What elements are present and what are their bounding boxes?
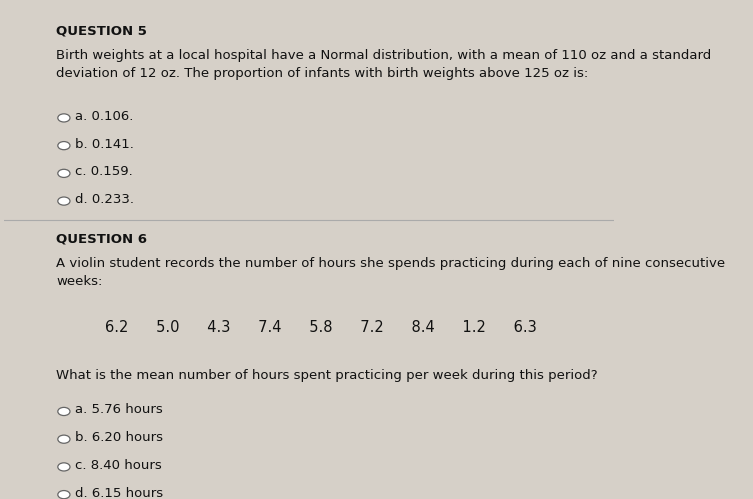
Text: A violin student records the number of hours she spends practicing during each o: A violin student records the number of h…: [56, 257, 725, 288]
Circle shape: [58, 142, 70, 150]
Text: 6.2      5.0      4.3      7.4      5.8      7.2      8.4      1.2      6.3: 6.2 5.0 4.3 7.4 5.8 7.2 8.4 1.2 6.3: [105, 320, 536, 335]
Text: d. 0.233.: d. 0.233.: [75, 193, 135, 206]
Text: QUESTION 5: QUESTION 5: [56, 24, 147, 37]
Text: d. 6.15 hours: d. 6.15 hours: [75, 487, 163, 499]
Text: b. 6.20 hours: b. 6.20 hours: [75, 431, 163, 444]
Text: Birth weights at a local hospital have a Normal distribution, with a mean of 110: Birth weights at a local hospital have a…: [56, 49, 712, 80]
Circle shape: [58, 435, 70, 443]
Text: What is the mean number of hours spent practicing per week during this period?: What is the mean number of hours spent p…: [56, 369, 598, 382]
Text: c. 0.159.: c. 0.159.: [75, 165, 133, 178]
Circle shape: [58, 407, 70, 416]
Circle shape: [58, 114, 70, 122]
Text: c. 8.40 hours: c. 8.40 hours: [75, 459, 162, 472]
Circle shape: [58, 463, 70, 471]
Circle shape: [58, 197, 70, 205]
Text: QUESTION 6: QUESTION 6: [56, 233, 147, 246]
Circle shape: [58, 169, 70, 178]
Text: a. 0.106.: a. 0.106.: [75, 110, 134, 123]
Text: a. 5.76 hours: a. 5.76 hours: [75, 403, 163, 416]
Circle shape: [58, 491, 70, 499]
Text: b. 0.141.: b. 0.141.: [75, 138, 134, 151]
